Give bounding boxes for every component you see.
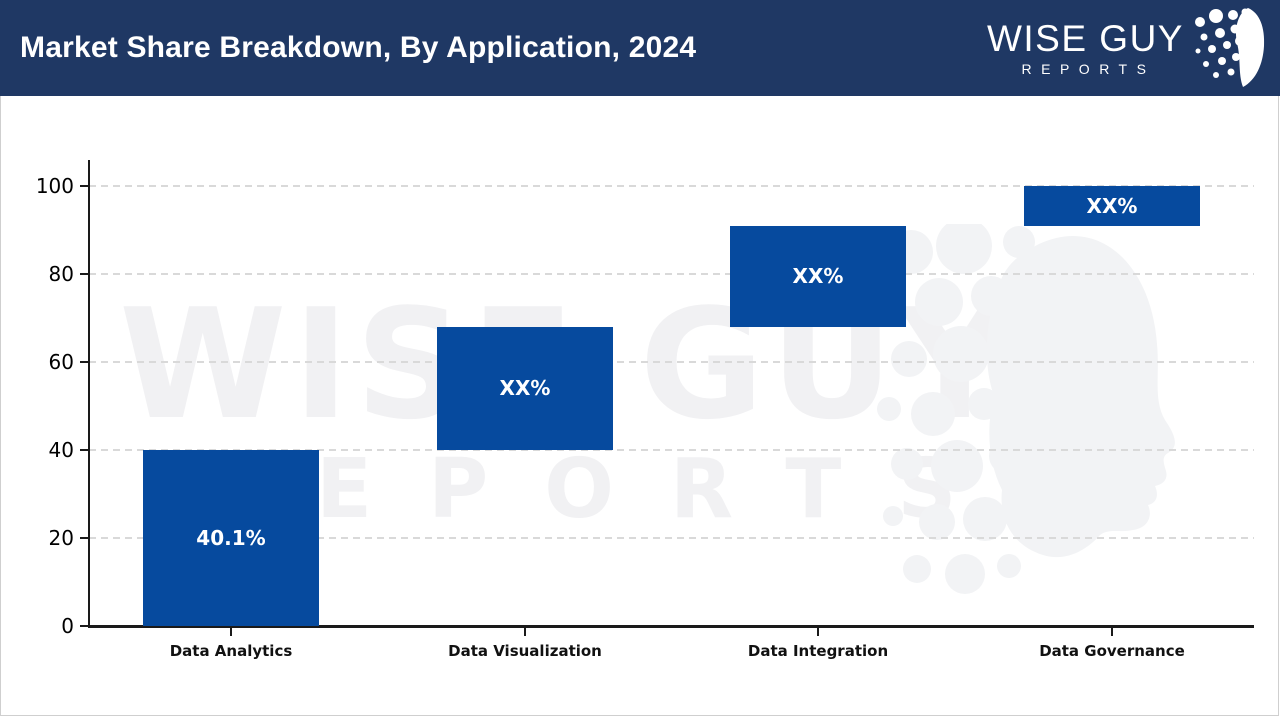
y-tick-label-40: 40 [48,438,74,462]
gridline-100 [89,185,1254,187]
bar-data-analytics: 40.1% [143,449,319,626]
x-axis-line [88,625,1254,628]
bar-data-integration: XX% [730,225,906,327]
brand-face-icon [1195,8,1265,87]
bar-value-label: XX% [499,376,551,401]
gridline-80 [89,273,1254,275]
brand-logo-text: WISE GUY REPORTS [987,20,1184,76]
gridline-40 [89,449,1254,451]
y-tickmark-40 [80,449,88,451]
x-tickmark-0 [230,628,232,636]
y-tick-label-100: 100 [35,174,74,198]
page-title: Market Share Breakdown, By Application, … [20,31,697,64]
x-category-label-0: Data Analytics [169,642,293,660]
brand-logo: WISE GUY REPORTS [987,6,1280,90]
y-tickmark-60 [80,361,88,363]
x-category-label-2: Data Integration [747,642,889,660]
brand-name: WISE GUY [986,18,1184,59]
bar-data-governance: XX% [1024,186,1200,226]
bar-value-label: XX% [1086,193,1138,218]
y-tickmark-100 [80,185,88,187]
y-tickmark-80 [80,273,88,275]
x-tickmark-3 [1111,628,1113,636]
bar-value-label: 40.1% [196,525,266,550]
watermark-subtext: REPORTS [197,442,1013,537]
y-tick-label-0: 0 [61,614,74,638]
y-tick-label-20: 20 [48,526,74,550]
plot-area: WISE GUY REPORTS 0 20 40 60 80 100 40.1% Data A… [0,96,1279,716]
y-tick-label-80: 80 [48,262,74,286]
y-tickmark-20 [80,537,88,539]
plot-layer: 0 20 40 60 80 100 40.1% Data Analytics XX% Data V… [1,96,1278,715]
x-tickmark-2 [817,628,819,636]
brand-subtitle: REPORTS [1021,61,1156,77]
bar-value-label: XX% [792,264,844,289]
y-tickmark-0 [80,625,88,627]
x-category-label-1: Data Visualization [448,642,602,660]
x-tickmark-1 [524,628,526,636]
gridline-60 [89,361,1254,363]
gridline-20 [89,537,1254,539]
x-category-label-3: Data Governance [1039,642,1185,660]
y-axis-line [88,160,90,628]
header: Market Share Breakdown, By Application, … [0,0,1280,96]
bar-data-visualization: XX% [437,326,613,450]
y-tick-label-60: 60 [48,350,74,374]
